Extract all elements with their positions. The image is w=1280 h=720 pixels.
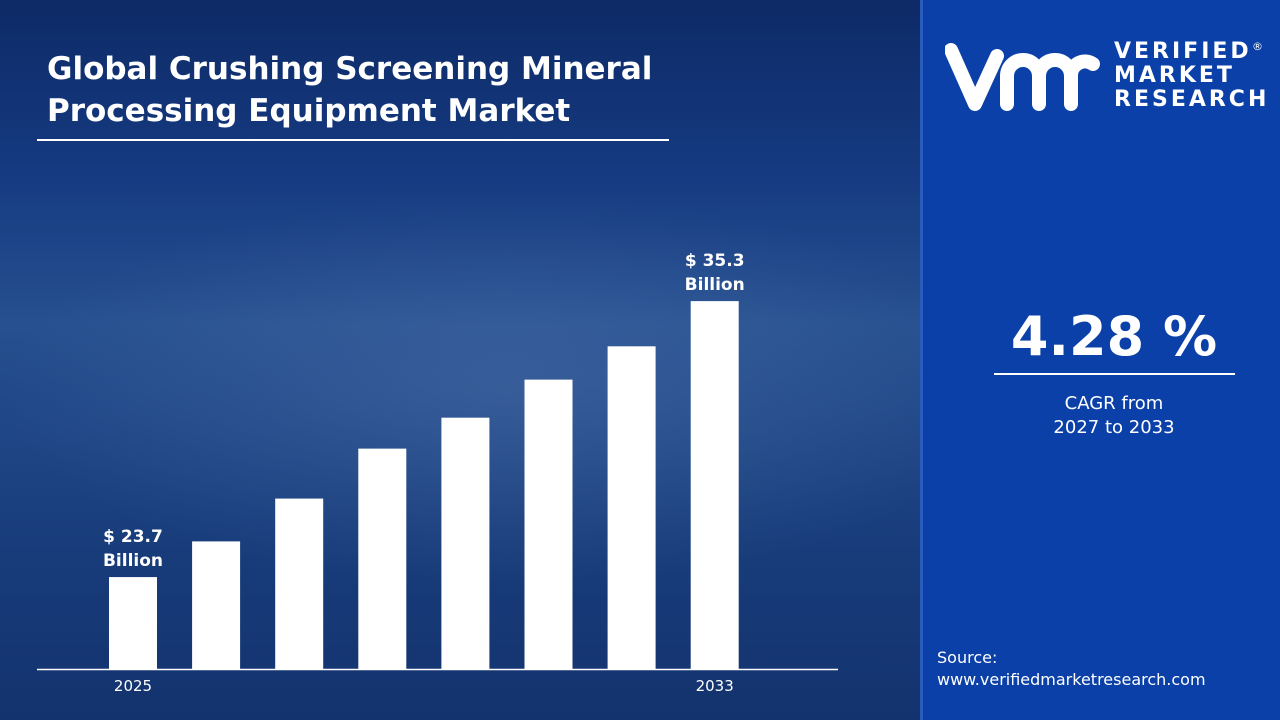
bar-chart: 2025 2033 $ 23.7 Billion $ 35.3 Billion (37, 251, 838, 695)
data-label-unit: Billion (685, 275, 745, 295)
x-tick-label: 2033 (696, 677, 734, 695)
brand-name: VERIFIED MARKET RESEARCH (1114, 40, 1269, 112)
cagr-label-line2: 2027 to 2033 (1053, 417, 1175, 438)
chart-title: Global Crushing Screening Mineral Proces… (47, 51, 653, 129)
bar (192, 541, 241, 669)
bar (109, 577, 157, 669)
data-label-unit: Billion (103, 551, 163, 571)
bar (441, 417, 490, 669)
bar (607, 346, 656, 669)
vmr-logo-icon (945, 43, 1100, 111)
cagr-label-line1: CAGR from (1064, 393, 1164, 414)
bar (690, 301, 739, 669)
bar (524, 379, 573, 669)
bar (275, 498, 324, 669)
brand-line1: VERIFIED (1114, 39, 1252, 64)
data-label-value: $ 23.7 (103, 527, 163, 547)
data-label-value: $ 35.3 (685, 251, 745, 271)
title-divider (37, 139, 669, 141)
registered-mark: ® (1252, 40, 1263, 53)
cagr-label: CAGR from 2027 to 2033 (994, 392, 1234, 440)
cagr-value: 4.28 % (1010, 305, 1218, 368)
source-url[interactable]: www.verifiedmarketresearch.com (937, 670, 1206, 689)
source-label: Source: (937, 648, 998, 667)
source: Source: www.verifiedmarketresearch.com (937, 647, 1206, 691)
right-panel (920, 0, 1280, 720)
cagr-divider (994, 373, 1235, 375)
brand-line3: RESEARCH (1114, 87, 1270, 112)
brand-line2: MARKET (1114, 63, 1235, 88)
bar (358, 448, 407, 669)
x-tick-label: 2025 (114, 677, 152, 695)
